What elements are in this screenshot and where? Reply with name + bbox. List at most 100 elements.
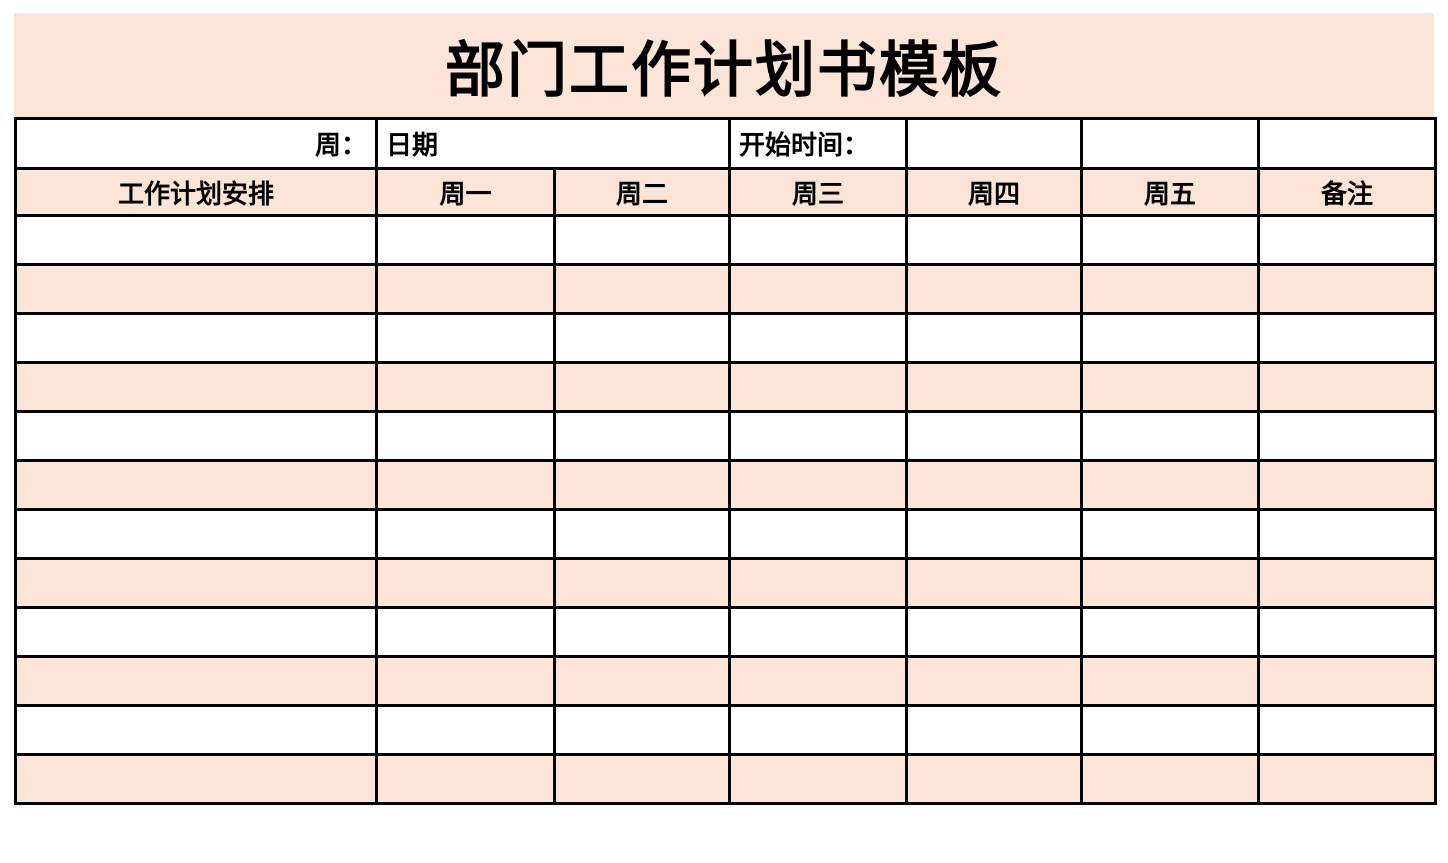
empty-cell[interactable] bbox=[375, 214, 556, 266]
empty-cell[interactable] bbox=[375, 459, 556, 511]
empty-cell[interactable] bbox=[14, 312, 378, 364]
empty-cell[interactable] bbox=[14, 214, 378, 266]
column-header-remarks: 备注 bbox=[1257, 167, 1438, 217]
empty-cell[interactable] bbox=[728, 312, 909, 364]
empty-cell[interactable] bbox=[552, 214, 732, 266]
empty-cell[interactable] bbox=[375, 655, 556, 707]
empty-cell[interactable] bbox=[728, 704, 909, 756]
empty-cell[interactable] bbox=[905, 459, 1084, 511]
empty-cell[interactable] bbox=[375, 410, 556, 462]
empty-cell[interactable] bbox=[14, 606, 378, 658]
empty-cell[interactable] bbox=[1080, 312, 1261, 364]
empty-cell[interactable] bbox=[375, 753, 556, 805]
column-header-monday: 周一 bbox=[375, 167, 556, 217]
empty-cell[interactable] bbox=[14, 753, 378, 805]
empty-cell[interactable] bbox=[728, 410, 909, 462]
empty-cell[interactable] bbox=[905, 606, 1084, 658]
empty-cell[interactable] bbox=[14, 655, 378, 707]
empty-cell[interactable] bbox=[375, 312, 556, 364]
empty-cell[interactable] bbox=[905, 263, 1084, 315]
empty-cell[interactable] bbox=[905, 312, 1084, 364]
empty-cell[interactable] bbox=[14, 361, 378, 413]
empty-cell[interactable] bbox=[905, 214, 1084, 266]
empty-cell[interactable] bbox=[552, 655, 732, 707]
empty-cell[interactable] bbox=[905, 410, 1084, 462]
empty-cell[interactable] bbox=[905, 508, 1084, 560]
empty-cell[interactable] bbox=[1080, 361, 1261, 413]
empty-cell[interactable] bbox=[552, 361, 732, 413]
empty-cell[interactable] bbox=[728, 459, 909, 511]
empty-cell[interactable] bbox=[1257, 704, 1438, 756]
empty-cell[interactable] bbox=[1080, 704, 1261, 756]
empty-cell[interactable] bbox=[1080, 214, 1261, 266]
empty-cell[interactable] bbox=[375, 704, 556, 756]
empty-cell[interactable] bbox=[905, 704, 1084, 756]
empty-cell[interactable] bbox=[552, 704, 732, 756]
empty-cell[interactable] bbox=[375, 508, 556, 560]
empty-cell[interactable] bbox=[1257, 606, 1438, 658]
table-row bbox=[14, 410, 1438, 462]
empty-cell[interactable] bbox=[905, 361, 1084, 413]
empty-cell[interactable] bbox=[728, 214, 909, 266]
empty-cell[interactable] bbox=[552, 459, 732, 511]
date-label-cell: 日期 bbox=[374, 117, 732, 170]
empty-cell[interactable] bbox=[14, 508, 378, 560]
table-row bbox=[14, 753, 1438, 805]
empty-cell[interactable] bbox=[728, 508, 909, 560]
empty-cell[interactable] bbox=[14, 410, 378, 462]
empty-cell[interactable] bbox=[905, 753, 1084, 805]
empty-cell[interactable] bbox=[728, 557, 909, 609]
empty-cell[interactable] bbox=[1257, 263, 1438, 315]
empty-cell[interactable] bbox=[375, 557, 556, 609]
empty-cell[interactable] bbox=[728, 606, 909, 658]
empty-cell[interactable] bbox=[1080, 655, 1261, 707]
empty-cell[interactable] bbox=[1257, 557, 1438, 609]
empty-cell[interactable] bbox=[14, 459, 378, 511]
empty-cell[interactable] bbox=[552, 557, 732, 609]
empty-cell[interactable] bbox=[552, 312, 732, 364]
empty-cell[interactable] bbox=[375, 361, 556, 413]
empty-cell[interactable] bbox=[552, 410, 732, 462]
info-row: 周： 日期 开始时间： bbox=[14, 117, 1438, 170]
empty-cell[interactable] bbox=[552, 263, 732, 315]
column-header-wednesday: 周三 bbox=[728, 167, 909, 217]
empty-cell[interactable] bbox=[1080, 459, 1261, 511]
empty-cell[interactable] bbox=[728, 361, 909, 413]
empty-cell[interactable] bbox=[1257, 508, 1438, 560]
empty-cell[interactable] bbox=[1257, 312, 1438, 364]
empty-cell[interactable] bbox=[1080, 117, 1261, 170]
empty-cell[interactable] bbox=[905, 655, 1084, 707]
empty-cell[interactable] bbox=[1257, 753, 1438, 805]
empty-cell[interactable] bbox=[1257, 117, 1438, 170]
empty-cell[interactable] bbox=[14, 704, 378, 756]
empty-cell[interactable] bbox=[1080, 606, 1261, 658]
empty-cell[interactable] bbox=[1257, 214, 1438, 266]
empty-cell[interactable] bbox=[728, 263, 909, 315]
empty-cell[interactable] bbox=[1080, 263, 1261, 315]
table-row bbox=[14, 361, 1438, 413]
empty-cell[interactable] bbox=[1080, 410, 1261, 462]
week-label-cell: 周： bbox=[14, 117, 378, 170]
empty-cell[interactable] bbox=[1080, 753, 1261, 805]
empty-cell[interactable] bbox=[728, 753, 909, 805]
empty-cell[interactable] bbox=[1257, 410, 1438, 462]
column-header-thursday: 周四 bbox=[905, 167, 1084, 217]
empty-cell[interactable] bbox=[552, 606, 732, 658]
empty-cell[interactable] bbox=[1257, 655, 1438, 707]
empty-cell[interactable] bbox=[14, 263, 378, 315]
start-time-value-cell[interactable] bbox=[905, 117, 1084, 170]
table-row bbox=[14, 557, 1438, 609]
empty-cell[interactable] bbox=[1257, 361, 1438, 413]
empty-cell[interactable] bbox=[1257, 459, 1438, 511]
empty-cell[interactable] bbox=[375, 263, 556, 315]
empty-cell[interactable] bbox=[1080, 508, 1261, 560]
empty-cell[interactable] bbox=[375, 606, 556, 658]
title-banner: 部门工作计划书模板 bbox=[14, 13, 1434, 117]
empty-cell[interactable] bbox=[905, 557, 1084, 609]
empty-cell[interactable] bbox=[14, 557, 378, 609]
empty-cell[interactable] bbox=[728, 655, 909, 707]
empty-cell[interactable] bbox=[552, 753, 732, 805]
empty-cell[interactable] bbox=[552, 508, 732, 560]
table-row bbox=[14, 459, 1438, 511]
empty-cell[interactable] bbox=[1080, 557, 1261, 609]
